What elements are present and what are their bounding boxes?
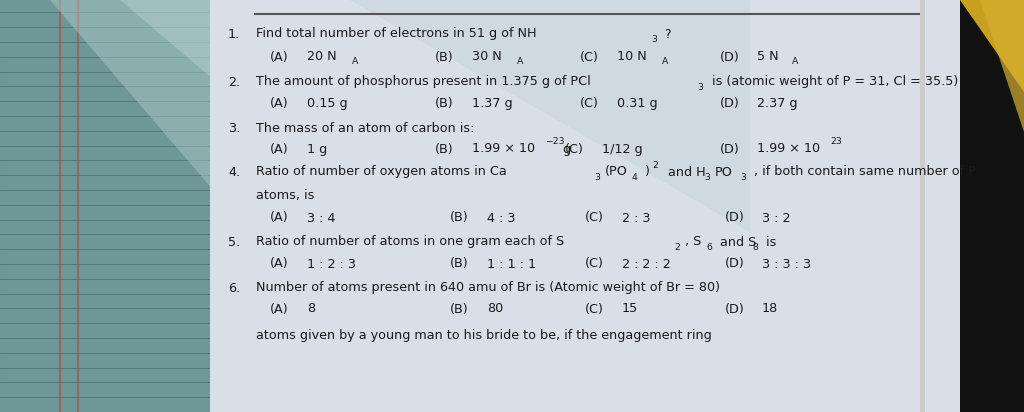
Text: 3 : 4: 3 : 4	[307, 211, 336, 225]
Text: 1.: 1.	[228, 28, 241, 40]
Text: 8: 8	[752, 243, 758, 252]
Text: A: A	[517, 58, 523, 66]
FancyBboxPatch shape	[0, 0, 275, 412]
Text: (PO: (PO	[605, 166, 628, 178]
Text: (C): (C)	[585, 258, 604, 271]
Text: atoms given by a young man to his bride to be, if the engagement ring: atoms given by a young man to his bride …	[256, 330, 712, 342]
Polygon shape	[950, 0, 1024, 132]
Text: 2.: 2.	[228, 75, 240, 89]
Text: (C): (C)	[585, 302, 604, 316]
Text: −23: −23	[545, 137, 564, 146]
Text: (A): (A)	[270, 98, 289, 110]
Text: ?: ?	[664, 28, 671, 40]
Text: (B): (B)	[435, 51, 454, 63]
Text: 3: 3	[703, 173, 710, 182]
Text: Ratio of number of oxygen atoms in Ca: Ratio of number of oxygen atoms in Ca	[256, 166, 507, 178]
Text: A: A	[792, 58, 799, 66]
Text: (C): (C)	[565, 143, 584, 155]
Text: (C): (C)	[580, 98, 599, 110]
Text: 1.99 × 10: 1.99 × 10	[757, 143, 820, 155]
Text: (C): (C)	[580, 51, 599, 63]
Text: 2.37 g: 2.37 g	[757, 98, 798, 110]
Text: 0.15 g: 0.15 g	[307, 98, 347, 110]
Text: (A): (A)	[270, 51, 289, 63]
Text: is: is	[762, 236, 776, 248]
Text: 2 : 2 : 2: 2 : 2 : 2	[622, 258, 671, 271]
Text: , S: , S	[685, 236, 701, 248]
Polygon shape	[880, 0, 1024, 92]
Text: 1 : 2 : 3: 1 : 2 : 3	[307, 258, 356, 271]
Text: (A): (A)	[270, 258, 289, 271]
Text: (C): (C)	[585, 211, 604, 225]
Text: 6: 6	[706, 243, 712, 252]
Text: ): )	[644, 166, 649, 178]
Text: (D): (D)	[725, 258, 744, 271]
Text: 15: 15	[622, 302, 638, 316]
Text: A: A	[352, 58, 358, 66]
Text: (B): (B)	[450, 211, 469, 225]
Text: 80: 80	[487, 302, 503, 316]
Text: 4.: 4.	[228, 166, 240, 178]
Text: 0.31 g: 0.31 g	[617, 98, 657, 110]
Text: 3 : 3 : 3: 3 : 3 : 3	[762, 258, 811, 271]
Text: (B): (B)	[450, 258, 469, 271]
Text: 30 N: 30 N	[472, 51, 502, 63]
Text: 2 : 3: 2 : 3	[622, 211, 650, 225]
Text: is (atomic weight of P = 31, Cl = 35.5): is (atomic weight of P = 31, Cl = 35.5)	[708, 75, 958, 89]
Text: g: g	[559, 143, 571, 155]
Text: (B): (B)	[435, 98, 454, 110]
Text: atoms, is: atoms, is	[256, 190, 314, 203]
Text: (A): (A)	[270, 143, 289, 155]
Polygon shape	[50, 0, 275, 262]
Text: 10 N: 10 N	[617, 51, 647, 63]
Text: 5.: 5.	[228, 236, 241, 248]
Text: 3 : 2: 3 : 2	[762, 211, 791, 225]
Text: 2: 2	[674, 243, 680, 252]
Text: 1.99 × 10: 1.99 × 10	[472, 143, 536, 155]
Text: 4 : 3: 4 : 3	[487, 211, 515, 225]
Text: 5 N: 5 N	[757, 51, 778, 63]
Text: , if both contain same number of P: , if both contain same number of P	[750, 166, 976, 178]
FancyBboxPatch shape	[920, 0, 925, 412]
Text: A: A	[662, 58, 669, 66]
Text: 1 g: 1 g	[307, 143, 328, 155]
Text: 3: 3	[594, 173, 600, 182]
Polygon shape	[350, 0, 750, 232]
Text: PO: PO	[715, 166, 733, 178]
FancyBboxPatch shape	[210, 0, 961, 412]
Text: Ratio of number of atoms in one gram each of S: Ratio of number of atoms in one gram eac…	[256, 236, 564, 248]
Text: 18: 18	[762, 302, 778, 316]
Text: The amount of phosphorus present in 1.375 g of PCl: The amount of phosphorus present in 1.37…	[256, 75, 591, 89]
Text: 6.: 6.	[228, 281, 240, 295]
Text: and S: and S	[716, 236, 757, 248]
Text: 1/12 g: 1/12 g	[602, 143, 643, 155]
Text: Find total number of electrons in 51 g of NH: Find total number of electrons in 51 g o…	[256, 28, 537, 40]
Text: (B): (B)	[450, 302, 469, 316]
Text: (D): (D)	[720, 98, 739, 110]
Text: 1 : 1 : 1: 1 : 1 : 1	[487, 258, 537, 271]
Text: (D): (D)	[725, 211, 744, 225]
Text: 4: 4	[632, 173, 638, 182]
Text: and H: and H	[664, 166, 706, 178]
Text: 3: 3	[740, 173, 745, 182]
Polygon shape	[80, 0, 275, 132]
Text: 23: 23	[830, 137, 842, 146]
Text: The mass of an atom of carbon is:: The mass of an atom of carbon is:	[256, 122, 474, 134]
Text: Number of atoms present in 640 amu of Br is (Atomic weight of Br = 80): Number of atoms present in 640 amu of Br…	[256, 281, 720, 295]
Text: (D): (D)	[720, 143, 739, 155]
Text: 1.37 g: 1.37 g	[472, 98, 513, 110]
Text: 8: 8	[307, 302, 315, 316]
Text: 20 N: 20 N	[307, 51, 337, 63]
Text: 3: 3	[651, 35, 656, 44]
Text: 2: 2	[652, 161, 657, 169]
Text: (A): (A)	[270, 302, 289, 316]
Text: (D): (D)	[720, 51, 739, 63]
Text: 3.: 3.	[228, 122, 241, 134]
Text: (B): (B)	[435, 143, 454, 155]
Text: 3: 3	[697, 83, 702, 92]
Text: (A): (A)	[270, 211, 289, 225]
Text: (D): (D)	[725, 302, 744, 316]
